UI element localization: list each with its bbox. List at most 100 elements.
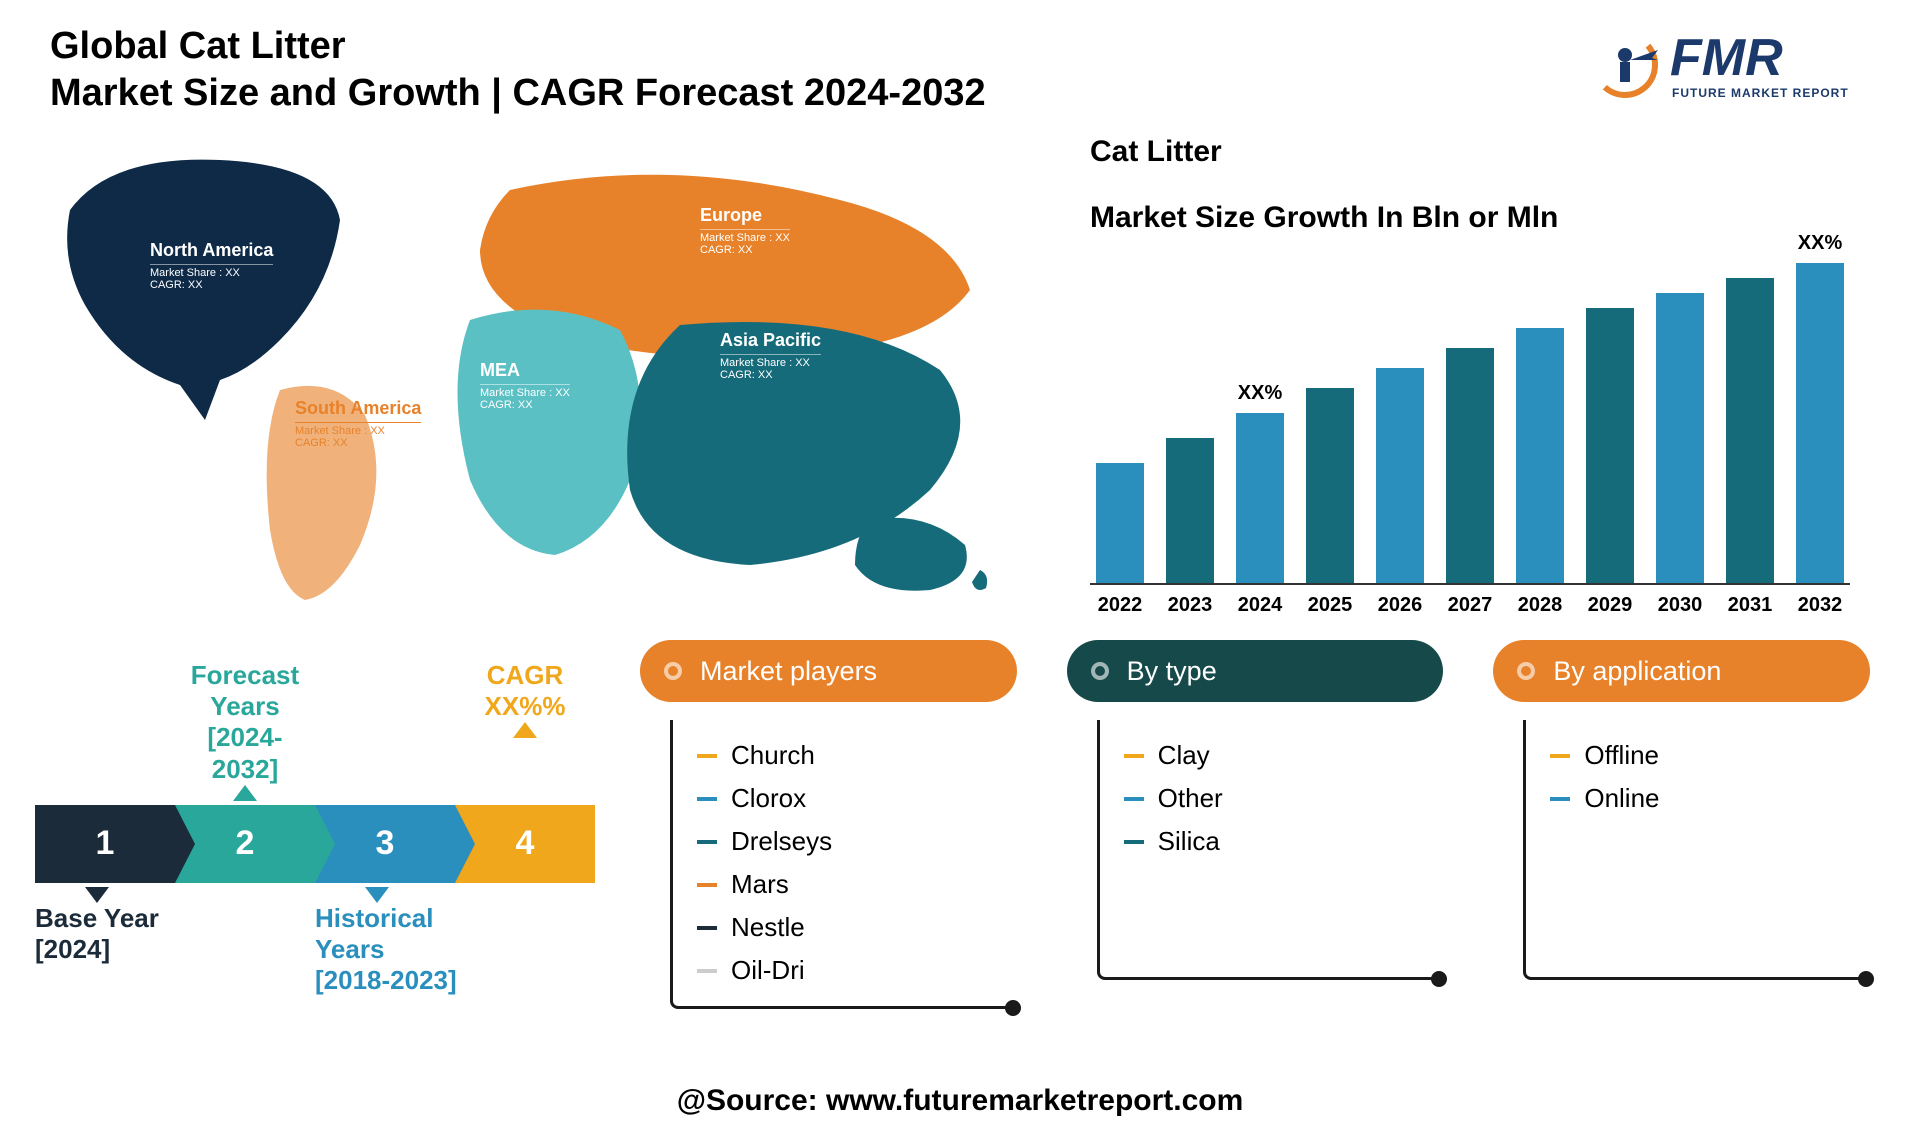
world-map: North America Market Share : XXCAGR: XX … bbox=[40, 150, 1020, 600]
bar bbox=[1096, 463, 1144, 583]
arrow-up-icon bbox=[233, 785, 257, 801]
arrow-up-icon bbox=[513, 722, 537, 738]
list-item: Silica bbox=[1124, 820, 1444, 863]
list-item-label: Clay bbox=[1158, 740, 1210, 771]
bar bbox=[1516, 328, 1564, 583]
bar-year-label: 2023 bbox=[1168, 594, 1213, 617]
region-detail: Market Share : XXCAGR: XX bbox=[150, 264, 273, 291]
region-name: MEA bbox=[480, 360, 520, 380]
tick-icon bbox=[697, 926, 717, 930]
bars-container: 202220232024XX%2025202620272028202920302… bbox=[1090, 255, 1850, 585]
bar-year-label: 2030 bbox=[1658, 594, 1703, 617]
bar-column: 2028 bbox=[1510, 328, 1570, 583]
bullet-icon bbox=[1091, 662, 1109, 680]
list-item: Online bbox=[1550, 777, 1870, 820]
category-header: By application bbox=[1493, 640, 1870, 702]
timeline-segment: 4 bbox=[455, 805, 595, 883]
region-detail: Market Share : XXCAGR: XX bbox=[720, 354, 821, 381]
list-item-label: Other bbox=[1158, 783, 1223, 814]
region-detail: Market Share : XXCAGR: XX bbox=[700, 229, 790, 256]
logo-main-text: FMR bbox=[1670, 29, 1783, 87]
bullet-icon bbox=[1517, 662, 1535, 680]
logo-sub-text: FUTURE MARKET REPORT bbox=[1672, 86, 1849, 100]
map-label-north-america: North America Market Share : XXCAGR: XX bbox=[150, 240, 273, 291]
bar-year-label: 2032 bbox=[1798, 594, 1843, 617]
timeline-infographic: Forecast Years[2024-2032] CAGRXX%% 1234 … bbox=[35, 660, 595, 996]
list-item: Other bbox=[1124, 777, 1444, 820]
bar-year-label: 2024 bbox=[1238, 594, 1283, 617]
chevron-right-icon bbox=[455, 805, 475, 883]
list-item: Drelseys bbox=[697, 820, 1017, 863]
chevron-right-icon bbox=[315, 805, 335, 883]
bar bbox=[1586, 308, 1634, 583]
map-label-europe: Europe Market Share : XXCAGR: XX bbox=[700, 205, 790, 256]
bar-column: 2022 bbox=[1090, 463, 1150, 583]
map-label-south-america: South America Market Share : XXCAGR: XX bbox=[295, 398, 421, 449]
list-item: Church bbox=[697, 734, 1017, 777]
tl-label-cagr: CAGRXX%% bbox=[455, 660, 595, 722]
category-body: Offline Online bbox=[1523, 720, 1870, 980]
bar-year-label: 2029 bbox=[1588, 594, 1633, 617]
chart-heading-1: Cat Litter bbox=[1090, 135, 1850, 169]
arrow-down-icon bbox=[85, 887, 109, 903]
region-name: South America bbox=[295, 398, 421, 418]
list-item-label: Clorox bbox=[731, 783, 806, 814]
list-item: Clay bbox=[1124, 734, 1444, 777]
list-item-label: Church bbox=[731, 740, 815, 771]
timeline-segment: 3 bbox=[315, 805, 455, 883]
category-header-label: By application bbox=[1553, 656, 1721, 687]
timeline-bar: 1234 bbox=[35, 805, 595, 883]
bar-column: 2030 bbox=[1650, 293, 1710, 583]
bar-column: 2023 bbox=[1160, 438, 1220, 583]
timeline-segment: 2 bbox=[175, 805, 315, 883]
bar-column: 2031 bbox=[1720, 278, 1780, 583]
region-name: Asia Pacific bbox=[720, 330, 821, 350]
category-body: ChurchCloroxDrelseysMarsNestleOil-Dri bbox=[670, 720, 1017, 1009]
title-line-1: Global Cat Litter bbox=[50, 25, 986, 68]
bar-year-label: 2027 bbox=[1448, 594, 1493, 617]
bar-column: 2032XX% bbox=[1790, 263, 1850, 583]
list-item-label: Offline bbox=[1584, 740, 1659, 771]
category-header-label: By type bbox=[1127, 656, 1217, 687]
list-item-label: Drelseys bbox=[731, 826, 832, 857]
region-detail: Market Share : XXCAGR: XX bbox=[295, 422, 421, 449]
list-item: Clorox bbox=[697, 777, 1017, 820]
source-attribution: @Source: www.futuremarketreport.com bbox=[0, 1084, 1920, 1118]
tick-icon bbox=[1124, 840, 1144, 844]
tick-icon bbox=[1550, 797, 1570, 801]
list-item-label: Online bbox=[1584, 783, 1659, 814]
bar-column: 2024XX% bbox=[1230, 413, 1290, 583]
bar bbox=[1726, 278, 1774, 583]
page-title-block: Global Cat Litter Market Size and Growth… bbox=[50, 25, 986, 115]
bar-year-label: 2031 bbox=[1728, 594, 1773, 617]
bar-column: 2029 bbox=[1580, 308, 1640, 583]
bar-year-label: 2025 bbox=[1308, 594, 1353, 617]
tick-icon bbox=[697, 754, 717, 758]
region-name: North America bbox=[150, 240, 273, 260]
bar bbox=[1446, 348, 1494, 583]
category-header: By type bbox=[1067, 640, 1444, 702]
bar-callout: XX% bbox=[1238, 382, 1282, 405]
bar bbox=[1306, 388, 1354, 583]
bar-column: 2026 bbox=[1370, 368, 1430, 583]
category-column: Market playersChurchCloroxDrelseysMarsNe… bbox=[640, 640, 1017, 1009]
bar bbox=[1376, 368, 1424, 583]
tick-icon bbox=[697, 969, 717, 973]
tick-icon bbox=[1124, 754, 1144, 758]
tl-label-base-year: Base Year[2024] bbox=[35, 903, 175, 965]
tl-label-forecast: Forecast Years[2024-2032] bbox=[175, 660, 315, 785]
list-item: Offline bbox=[1550, 734, 1870, 777]
chevron-right-icon bbox=[175, 805, 195, 883]
tick-icon bbox=[697, 883, 717, 887]
list-item-label: Oil-Dri bbox=[731, 955, 805, 986]
list-item: Nestle bbox=[697, 906, 1017, 949]
bar bbox=[1796, 263, 1844, 583]
tl-label-historical: Historical Years[2018-2023] bbox=[315, 903, 483, 997]
tick-icon bbox=[1550, 754, 1570, 758]
timeline-segment: 1 bbox=[35, 805, 175, 883]
bar bbox=[1166, 438, 1214, 583]
tick-icon bbox=[697, 797, 717, 801]
region-name: Europe bbox=[700, 205, 762, 225]
list-item-label: Silica bbox=[1158, 826, 1220, 857]
region-detail: Market Share : XXCAGR: XX bbox=[480, 384, 570, 411]
